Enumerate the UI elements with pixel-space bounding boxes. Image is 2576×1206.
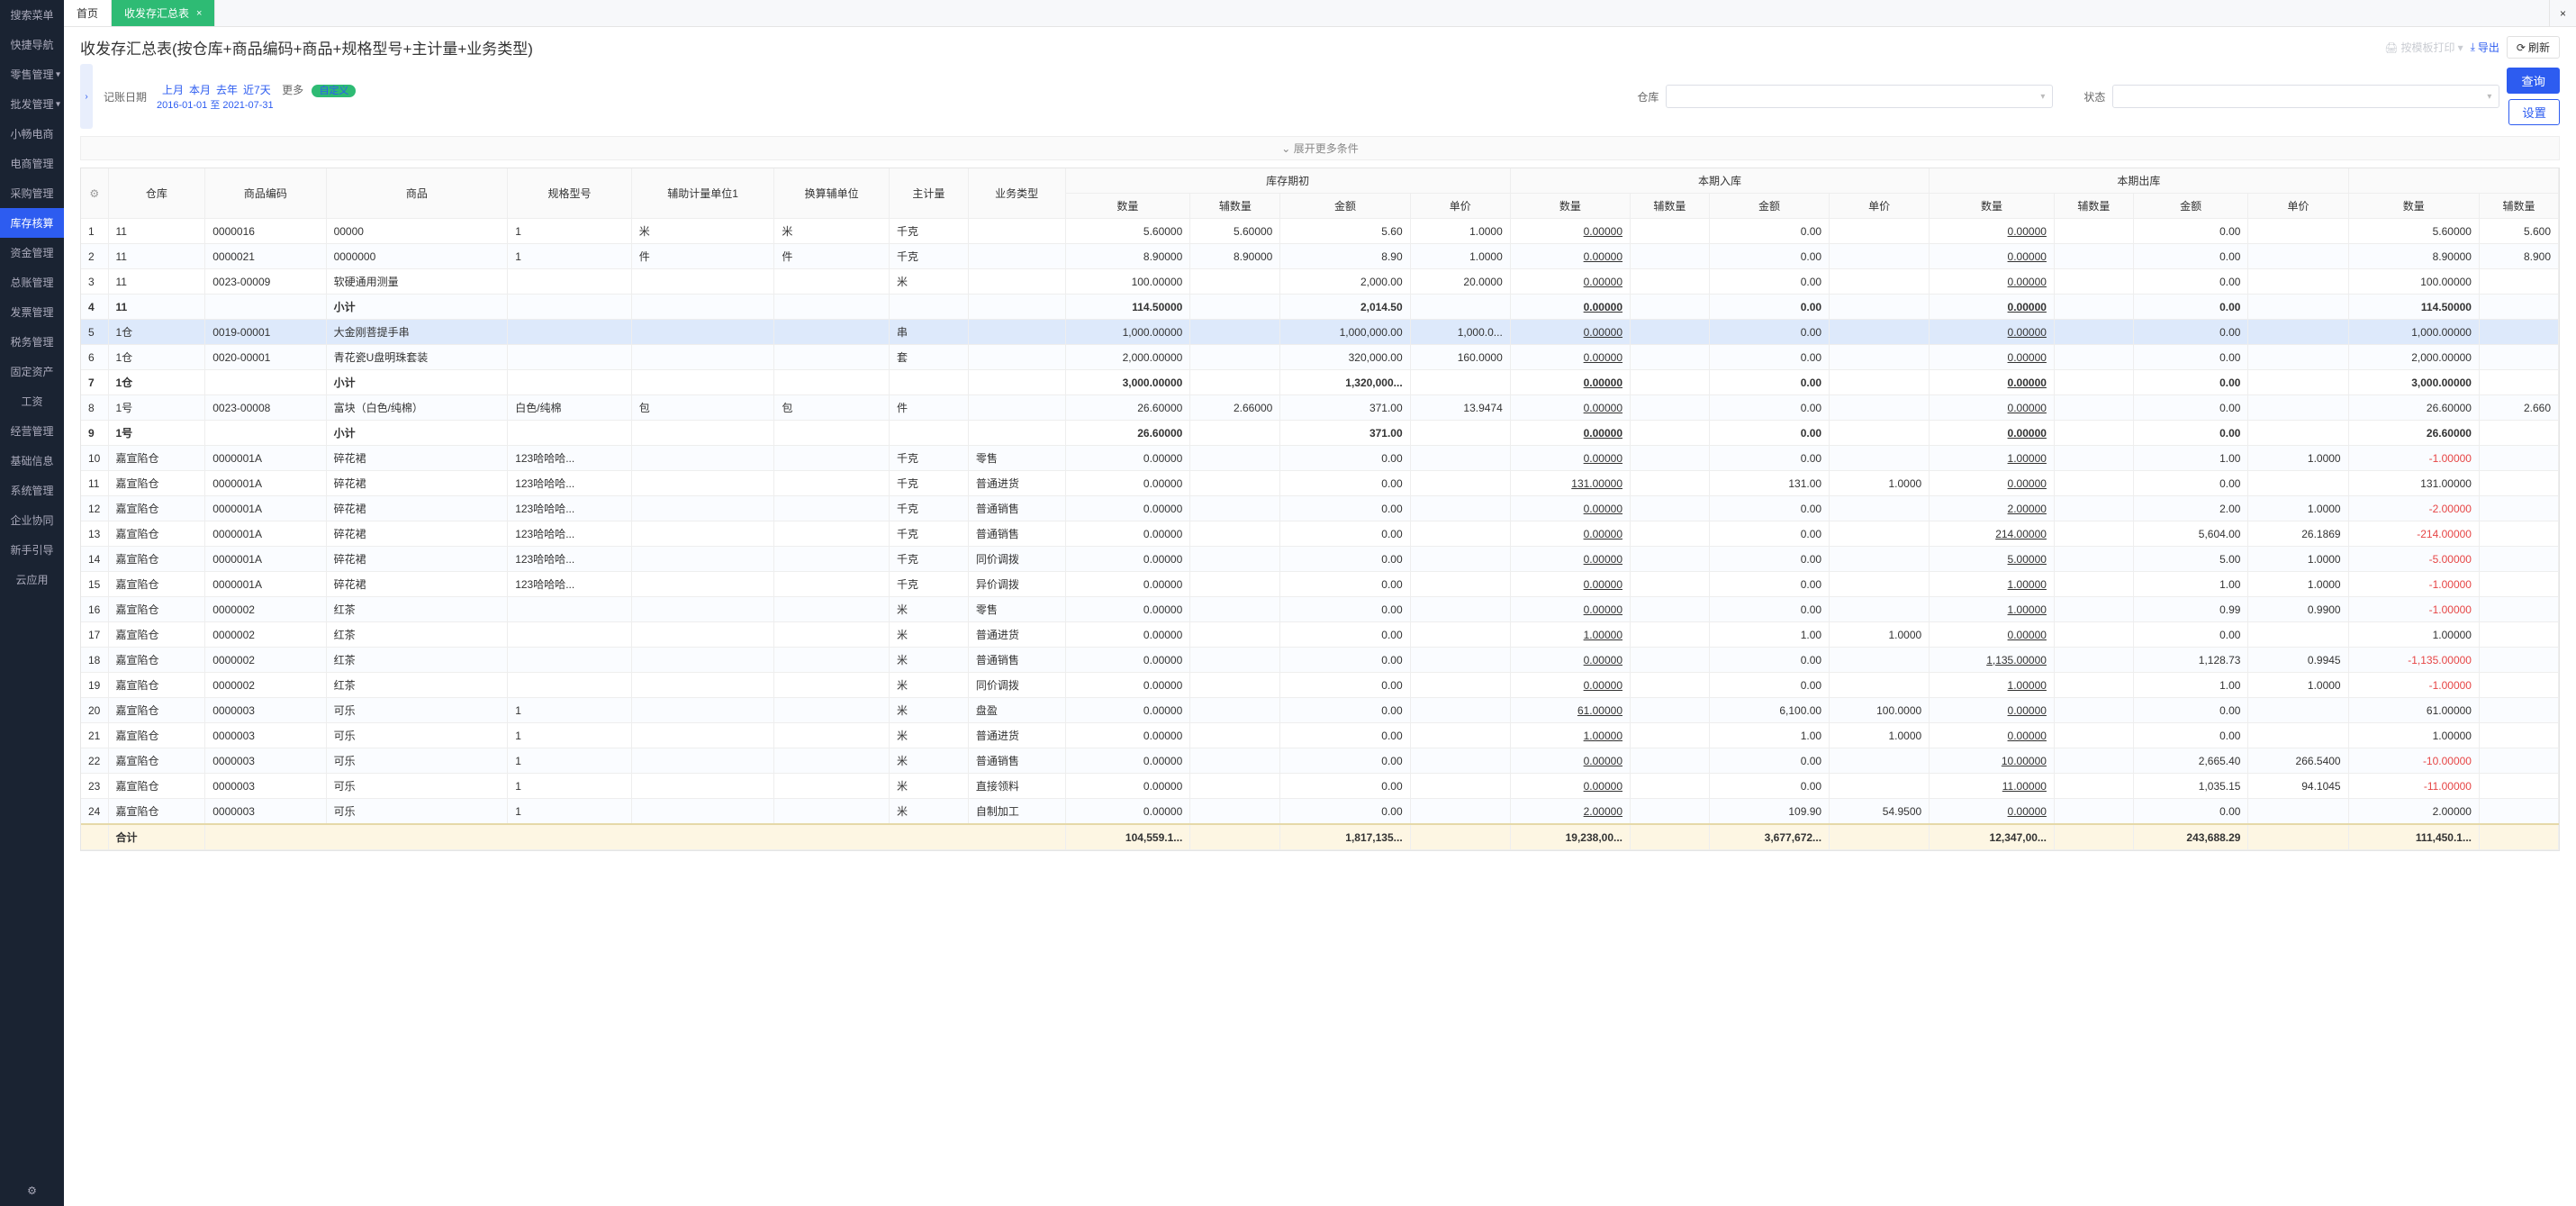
close-icon[interactable]: × — [196, 8, 202, 19]
col-group-in: 本期入库 — [1510, 168, 1929, 194]
sidebar-item-6[interactable]: 采购管理 — [0, 178, 64, 208]
table-row[interactable]: 20嘉宣陷仓0000003可乐1米盘盈0.000000.0061.000006,… — [81, 698, 2559, 723]
sidebar-item-4[interactable]: 小畅电商 — [0, 119, 64, 149]
col-main: 主计量 — [889, 168, 968, 219]
table-row[interactable]: 19嘉宣陷仓0000002红茶米同价调拨0.000000.000.000000.… — [81, 673, 2559, 698]
sidebar-item-5[interactable]: 电商管理 — [0, 149, 64, 178]
table-row[interactable]: 61仓0020-00001青花瓷U盘明珠套装套2,000.00000320,00… — [81, 345, 2559, 370]
settings-gear-icon[interactable]: ⚙ — [0, 1175, 64, 1206]
collapse-handle[interactable]: › — [80, 64, 93, 129]
data-table-wrap: ⚙ 仓库 商品编码 商品 规格型号 辅助计量单位1 换算辅单位 主计量 业务类型… — [80, 168, 2560, 851]
expand-more[interactable]: 展开更多条件 — [80, 136, 2560, 160]
date-preset[interactable]: 近7天 — [243, 84, 271, 96]
col-biztype: 业务类型 — [968, 168, 1065, 219]
sidebar-item-19[interactable]: 云应用 — [0, 565, 64, 594]
col-product: 商品 — [326, 168, 508, 219]
status-label: 状态 — [2060, 89, 2105, 104]
sidebar-item-7[interactable]: 库存核算 — [0, 208, 64, 238]
sidebar-item-3[interactable]: 批发管理▾ — [0, 89, 64, 119]
tab-home[interactable]: 首页 — [64, 0, 112, 26]
col-spec: 规格型号 — [508, 168, 632, 219]
table-row[interactable]: 24嘉宣陷仓0000003可乐1米自制加工0.000000.002.000001… — [81, 799, 2559, 825]
table-row[interactable]: 13嘉宣陷仓0000001A碎花裙123哈哈哈...千克普通销售0.000000… — [81, 521, 2559, 547]
table-row[interactable]: 14嘉宣陷仓0000001A碎花裙123哈哈哈...千克同价调拨0.000000… — [81, 547, 2559, 572]
sidebar-item-2[interactable]: 零售管理▾ — [0, 59, 64, 89]
sidebar: 搜索菜单快捷导航零售管理▾批发管理▾小畅电商电商管理采购管理库存核算资金管理总账… — [0, 0, 64, 1206]
column-settings-icon[interactable]: ⚙ — [89, 187, 99, 200]
sidebar-item-17[interactable]: 企业协同 — [0, 505, 64, 535]
table-row[interactable]: 10嘉宣陷仓0000001A碎花裙123哈哈哈...千克零售0.000000.0… — [81, 446, 2559, 471]
data-table: ⚙ 仓库 商品编码 商品 规格型号 辅助计量单位1 换算辅单位 主计量 业务类型… — [81, 168, 2559, 850]
sidebar-item-8[interactable]: 资金管理 — [0, 238, 64, 267]
table-row[interactable]: 11嘉宣陷仓0000001A碎花裙123哈哈哈...千克普通进货0.000000… — [81, 471, 2559, 496]
sidebar-item-13[interactable]: 工资 — [0, 386, 64, 416]
page-title: 收发存汇总表(按仓库+商品编码+商品+规格型号+主计量+业务类型) — [80, 36, 2384, 59]
col-group-out: 本期出库 — [1930, 168, 2348, 194]
date-preset[interactable]: 上月 — [162, 84, 184, 96]
sidebar-item-11[interactable]: 税务管理 — [0, 327, 64, 357]
table-row[interactable]: 81号0023-00008富块（白色/纯棉）白色/纯棉包包件26.600002.… — [81, 395, 2559, 421]
export-button[interactable]: ⤓ 导出 — [2471, 40, 2499, 55]
col-group-begin: 库存期初 — [1065, 168, 1510, 194]
sidebar-item-10[interactable]: 发票管理 — [0, 297, 64, 327]
tab-bar: 首页 收发存汇总表 × × — [64, 0, 2576, 27]
total-row: 合计 104,559.1... 1,817,135... 19,238,00..… — [81, 824, 2559, 850]
date-preset[interactable]: 本月 — [189, 84, 211, 96]
date-label: 记账日期 — [102, 89, 147, 104]
table-row[interactable]: 22嘉宣陷仓0000003可乐1米普通销售0.000000.000.000000… — [81, 748, 2559, 774]
col-aux: 辅助计量单位1 — [631, 168, 774, 219]
table-row[interactable]: 3110023-00009软硬通用测量米100.000002,000.0020.… — [81, 269, 2559, 295]
table-row[interactable]: 411小计114.500002,014.500.000000.000.00000… — [81, 295, 2559, 320]
table-row[interactable]: 23嘉宣陷仓0000003可乐1米直接领料0.000000.000.000000… — [81, 774, 2559, 799]
sidebar-item-0[interactable]: 搜索菜单 — [0, 0, 64, 30]
table-row[interactable]: 17嘉宣陷仓0000002红茶米普通进货0.000000.001.000001.… — [81, 622, 2559, 648]
sidebar-item-16[interactable]: 系统管理 — [0, 476, 64, 505]
more-link[interactable]: 更多 — [282, 84, 303, 96]
print-button[interactable]: 🖨 按模板打印 ▾ — [2384, 40, 2463, 55]
setting-button[interactable]: 设置 — [2508, 99, 2560, 125]
date-preset[interactable]: 去年 — [216, 84, 238, 96]
status-select[interactable] — [2112, 85, 2499, 108]
table-row[interactable]: 1110000016000001米米千克5.600005.600005.601.… — [81, 219, 2559, 244]
table-row[interactable]: 71仓小计3,000.000001,320,000...0.000000.000… — [81, 370, 2559, 395]
table-row[interactable]: 12嘉宣陷仓0000001A碎花裙123哈哈哈...千克普通销售0.000000… — [81, 496, 2559, 521]
custom-badge[interactable]: 自定义 — [312, 85, 356, 97]
col-warehouse: 仓库 — [108, 168, 205, 219]
tab-label: 收发存汇总表 — [124, 5, 189, 21]
table-row[interactable]: 15嘉宣陷仓0000001A碎花裙123哈哈哈...千克异价调拨0.000000… — [81, 572, 2559, 597]
date-range: 2016-01-01 至 2021-07-31 — [157, 97, 358, 112]
sidebar-item-15[interactable]: 基础信息 — [0, 446, 64, 476]
table-row[interactable]: 18嘉宣陷仓0000002红茶米普通销售0.000000.000.000000.… — [81, 648, 2559, 673]
date-presets: 上月本月去年近7天 更多 自定义 2016-01-01 至 2021-07-31 — [154, 82, 361, 112]
refresh-button[interactable]: ⟳ 刷新 — [2507, 36, 2560, 59]
table-row[interactable]: 91号小计26.60000371.000.000000.000.000000.0… — [81, 421, 2559, 446]
col-group-end — [2348, 168, 2558, 194]
tabbar-close-icon[interactable]: × — [2549, 0, 2576, 26]
sidebar-item-12[interactable]: 固定资产 — [0, 357, 64, 386]
query-button[interactable]: 查询 — [2507, 68, 2560, 94]
tab-active[interactable]: 收发存汇总表 × — [112, 0, 215, 26]
table-row[interactable]: 21嘉宣陷仓0000003可乐1米普通进货0.000000.001.000001… — [81, 723, 2559, 748]
table-row[interactable]: 16嘉宣陷仓0000002红茶米零售0.000000.000.000000.00… — [81, 597, 2559, 622]
sidebar-item-14[interactable]: 经营管理 — [0, 416, 64, 446]
sidebar-item-1[interactable]: 快捷导航 — [0, 30, 64, 59]
table-row[interactable]: 211000002100000001件件千克8.900008.900008.90… — [81, 244, 2559, 269]
col-code: 商品编码 — [205, 168, 326, 219]
sidebar-item-9[interactable]: 总账管理 — [0, 267, 64, 297]
warehouse-select[interactable] — [1666, 85, 2053, 108]
warehouse-label: 仓库 — [1613, 89, 1659, 104]
table-row[interactable]: 51仓0019-00001大金刚菩提手串串1,000.000001,000,00… — [81, 320, 2559, 345]
col-exchange: 换算辅单位 — [774, 168, 890, 219]
sidebar-item-18[interactable]: 新手引导 — [0, 535, 64, 565]
